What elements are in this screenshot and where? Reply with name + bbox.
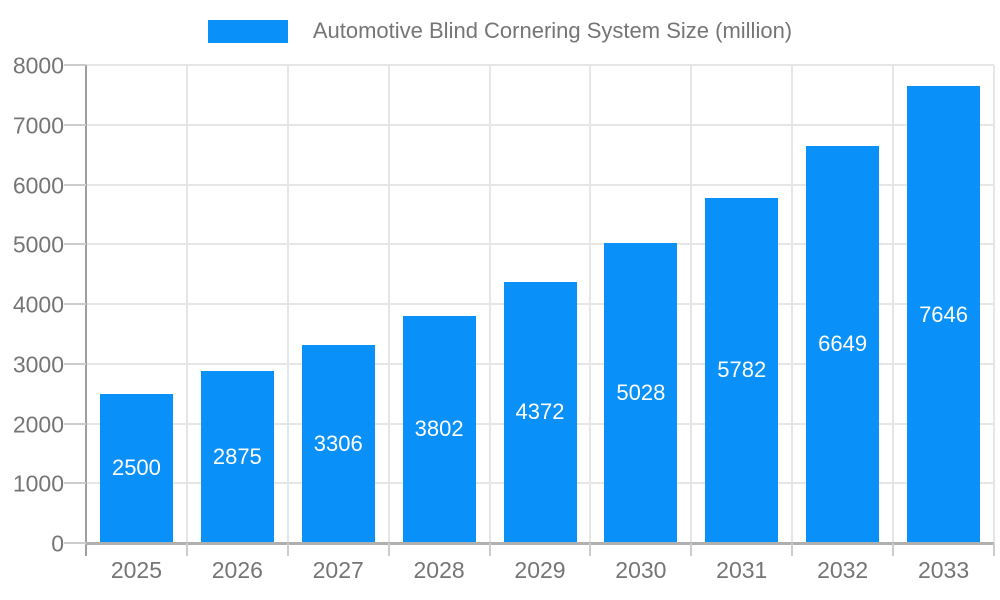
x-tick-label: 2030 bbox=[615, 557, 667, 583]
y-tick-label: 5000 bbox=[12, 231, 64, 258]
y-tick-label: 2000 bbox=[12, 411, 64, 437]
y-axis-tick bbox=[64, 362, 86, 365]
bar-value-label: 4372 bbox=[515, 399, 565, 425]
x-tick-label: 2029 bbox=[514, 557, 566, 583]
y-tick-label: 0 bbox=[51, 530, 64, 557]
y-axis-tick bbox=[64, 542, 86, 544]
y-axis-tick bbox=[64, 64, 86, 66]
x-tick-label: 2026 bbox=[211, 557, 263, 583]
legend-swatch bbox=[207, 19, 288, 43]
y-axis-tick bbox=[64, 482, 86, 485]
y-tick-label: 7000 bbox=[12, 112, 64, 139]
x-tick-label: 2032 bbox=[817, 557, 869, 583]
x-gridline bbox=[993, 65, 995, 543]
y-tick-label: 3000 bbox=[12, 351, 64, 378]
x-gridline bbox=[185, 65, 188, 543]
y-axis-tick bbox=[64, 243, 86, 246]
bar-2025[interactable]: 2500 bbox=[99, 393, 173, 543]
x-axis-tick bbox=[387, 543, 390, 556]
x-tick-label: 2033 bbox=[917, 557, 970, 583]
bar-value-label: 5028 bbox=[616, 379, 666, 405]
legend[interactable]: Automotive Blind Cornering System Size (… bbox=[0, 18, 1000, 44]
x-axis-tick bbox=[690, 543, 693, 556]
x-axis-tick bbox=[286, 543, 289, 556]
y-axis-tick bbox=[64, 123, 86, 126]
x-axis-tick bbox=[589, 543, 592, 556]
x-tick-label: 2031 bbox=[716, 557, 768, 583]
plot-area: 2500 2875 3306 3802 4372 5028 5782 6649 7646 bbox=[86, 64, 995, 543]
y-axis-tick bbox=[64, 183, 86, 186]
bar-2032[interactable]: 6649 bbox=[806, 145, 880, 543]
x-axis-tick bbox=[185, 543, 188, 556]
bar-2026[interactable]: 2875 bbox=[200, 371, 274, 543]
x-tick-label: 2028 bbox=[413, 557, 465, 583]
y-gridline bbox=[86, 183, 994, 186]
y-gridline bbox=[86, 64, 994, 66]
bar-value-label: 3306 bbox=[313, 431, 363, 457]
y-tick-label: 8000 bbox=[12, 52, 64, 79]
bar-value-label: 7646 bbox=[919, 301, 969, 327]
y-tick-label: 1000 bbox=[12, 470, 64, 497]
bar-2033[interactable]: 7646 bbox=[907, 86, 981, 543]
x-gridline bbox=[387, 65, 390, 543]
y-gridline bbox=[86, 123, 994, 126]
x-axis-tick bbox=[892, 543, 895, 556]
x-tick-label: 2027 bbox=[312, 557, 364, 583]
bar-value-label: 2875 bbox=[212, 444, 262, 470]
x-axis-line bbox=[85, 542, 994, 545]
bar-2030[interactable]: 5028 bbox=[604, 242, 678, 543]
bar-value-label: 3802 bbox=[414, 416, 464, 442]
y-tick-label: 6000 bbox=[12, 172, 64, 198]
bar-2029[interactable]: 4372 bbox=[503, 281, 577, 543]
x-gridline bbox=[488, 65, 491, 543]
y-gridline bbox=[86, 243, 994, 246]
bar-value-label: 5782 bbox=[717, 357, 767, 383]
y-axis-tick bbox=[64, 303, 86, 305]
legend-label: Automotive Blind Cornering System Size (… bbox=[312, 18, 793, 43]
x-axis-tick bbox=[993, 543, 995, 556]
x-gridline bbox=[791, 65, 794, 543]
y-tick-label: 4000 bbox=[12, 291, 64, 318]
y-axis-line bbox=[85, 65, 87, 556]
x-gridline bbox=[589, 65, 592, 543]
x-axis-tick bbox=[791, 543, 794, 556]
bar-2027[interactable]: 3306 bbox=[301, 345, 375, 543]
y-axis-tick bbox=[64, 422, 86, 425]
bar-2031[interactable]: 5782 bbox=[705, 197, 779, 543]
x-gridline bbox=[286, 65, 289, 543]
x-gridline bbox=[892, 65, 895, 543]
x-axis-tick bbox=[488, 543, 491, 556]
x-gridline bbox=[690, 65, 693, 543]
bar-value-label: 2500 bbox=[111, 455, 161, 481]
x-tick-label: 2025 bbox=[110, 557, 163, 583]
bar-2028[interactable]: 3802 bbox=[402, 315, 476, 543]
bar-value-label: 6649 bbox=[818, 331, 868, 357]
